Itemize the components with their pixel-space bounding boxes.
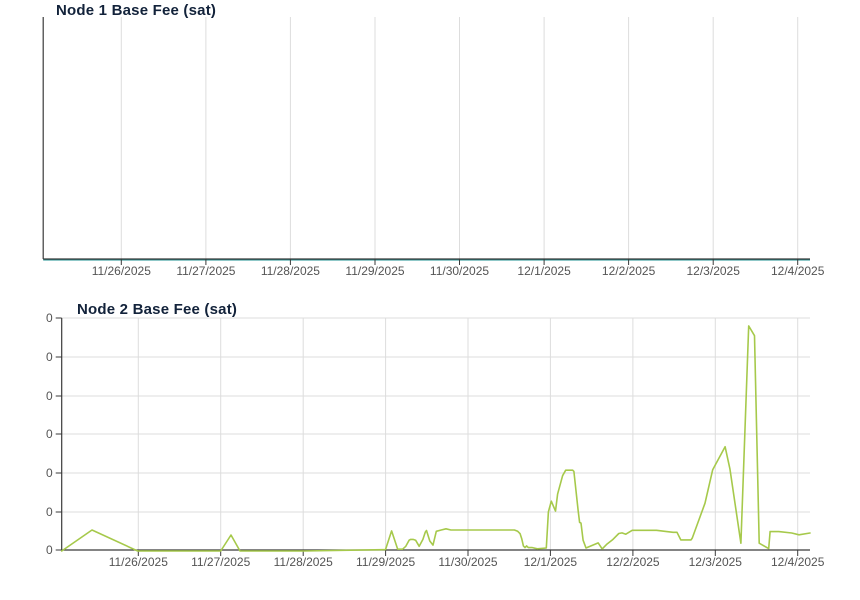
svg-text:11/30/2025: 11/30/2025 xyxy=(430,264,489,278)
svg-text:11/26/2025: 11/26/2025 xyxy=(109,555,168,569)
svg-text:11/28/2025: 11/28/2025 xyxy=(261,264,320,278)
svg-text:0: 0 xyxy=(46,466,53,480)
svg-text:12/4/2025: 12/4/2025 xyxy=(771,264,825,278)
svg-text:11/30/2025: 11/30/2025 xyxy=(438,555,497,569)
svg-text:0: 0 xyxy=(46,427,53,441)
svg-text:11/27/2025: 11/27/2025 xyxy=(191,555,250,569)
svg-text:11/29/2025: 11/29/2025 xyxy=(345,264,404,278)
svg-text:0: 0 xyxy=(46,311,53,325)
svg-text:12/1/2025: 12/1/2025 xyxy=(517,264,571,278)
svg-text:0: 0 xyxy=(46,389,53,403)
svg-text:11/29/2025: 11/29/2025 xyxy=(356,555,415,569)
svg-text:11/26/2025: 11/26/2025 xyxy=(92,264,151,278)
svg-text:11/27/2025: 11/27/2025 xyxy=(176,264,235,278)
svg-text:12/4/2025: 12/4/2025 xyxy=(771,555,825,569)
svg-text:11/28/2025: 11/28/2025 xyxy=(274,555,333,569)
svg-text:12/3/2025: 12/3/2025 xyxy=(689,555,743,569)
svg-text:12/3/2025: 12/3/2025 xyxy=(687,264,741,278)
svg-text:12/2/2025: 12/2/2025 xyxy=(606,555,660,569)
svg-text:12/2/2025: 12/2/2025 xyxy=(602,264,656,278)
svg-text:12/1/2025: 12/1/2025 xyxy=(524,555,578,569)
svg-text:0: 0 xyxy=(46,350,53,364)
svg-text:0: 0 xyxy=(46,543,53,557)
svg-text:0: 0 xyxy=(46,505,53,519)
